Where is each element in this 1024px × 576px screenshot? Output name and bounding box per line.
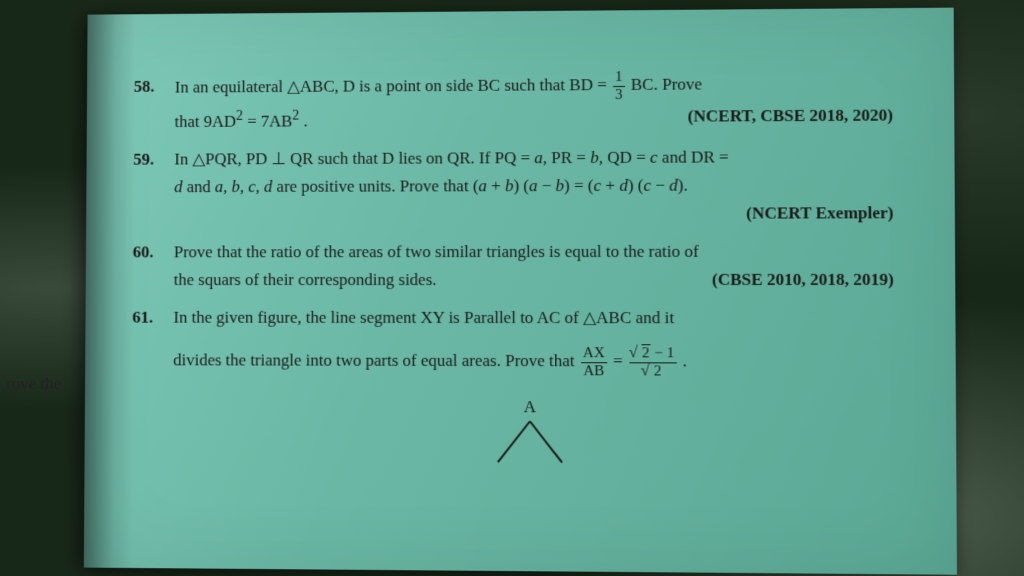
var: b bbox=[556, 176, 565, 195]
problem-number: 58. bbox=[134, 73, 155, 101]
op: − bbox=[538, 176, 556, 195]
var: a bbox=[478, 176, 486, 195]
fraction: AX AB bbox=[581, 346, 607, 379]
textbook-page: 58. In an equilateral △ABC, D is a point… bbox=[84, 8, 957, 575]
var: c bbox=[594, 176, 602, 195]
superscript: 2 bbox=[292, 108, 299, 124]
margin-cutoff-text: rove the bbox=[6, 374, 61, 394]
problem-text: = 7AB bbox=[247, 111, 292, 130]
op: + bbox=[487, 176, 505, 195]
tail: − 1 bbox=[651, 345, 675, 361]
var: b bbox=[590, 148, 599, 167]
problem-number: 61. bbox=[132, 304, 153, 332]
op: − bbox=[651, 175, 669, 194]
problem-text: In an equilateral △ABC, D is a point on … bbox=[175, 76, 611, 97]
fraction-denominator: AB bbox=[581, 363, 607, 379]
op: ) = ( bbox=[564, 176, 593, 195]
equals: = bbox=[613, 352, 623, 371]
page-spine-shadow bbox=[84, 14, 136, 568]
problem-58: 58. In an equilateral △ABC, D is a point… bbox=[174, 68, 893, 135]
fraction-numerator: 2 − 1 bbox=[629, 346, 676, 363]
problem-60: 60. Prove that the ratio of the areas of… bbox=[174, 237, 894, 294]
fraction-denominator: 2 bbox=[629, 363, 676, 379]
fraction: 2 − 1 2 bbox=[629, 346, 676, 379]
superscript: 2 bbox=[236, 108, 243, 124]
sqrt-icon: 2 bbox=[643, 364, 663, 379]
radicand: 2 bbox=[641, 344, 651, 361]
fraction: 1 3 bbox=[613, 70, 625, 103]
problem-text: In △PQR, PD ⊥ QR such that D lies on QR.… bbox=[174, 148, 534, 168]
source-citation: (NCERT Exempler) bbox=[746, 199, 893, 228]
problem-text: In the given figure, the line segment XY… bbox=[173, 308, 674, 327]
problem-text: BC. Prove bbox=[631, 75, 702, 94]
triangle-shape bbox=[498, 421, 562, 461]
source-citation: (NCERT, CBSE 2018, 2020) bbox=[688, 101, 893, 130]
triangle-wrap: A bbox=[498, 397, 562, 462]
source-citation: (CBSE 2010, 2018, 2019) bbox=[712, 266, 894, 294]
triangle-diagram: A bbox=[173, 396, 895, 463]
fraction-denominator: 3 bbox=[613, 87, 625, 103]
fraction-numerator: 1 bbox=[613, 70, 625, 87]
problem-59: 59. In △PQR, PD ⊥ QR such that D lies on… bbox=[174, 142, 894, 228]
problem-text: the squars of their corresponding sides. bbox=[174, 270, 437, 289]
apex-label: A bbox=[498, 397, 562, 417]
radicand: 2 bbox=[653, 362, 663, 379]
var: c bbox=[643, 176, 651, 195]
problem-text: divides the triangle into two parts of e… bbox=[173, 351, 579, 371]
problem-text: and DR = bbox=[658, 147, 729, 166]
problem-text: , QD = bbox=[599, 147, 650, 166]
problem-text: . bbox=[683, 352, 687, 371]
var: d bbox=[174, 177, 182, 196]
var-list: a, b, c, d bbox=[215, 177, 273, 196]
var: a bbox=[534, 148, 542, 167]
problem-number: 60. bbox=[133, 238, 154, 266]
problem-61: 61. In the given figure, the line segmen… bbox=[173, 304, 894, 380]
op: ) ( bbox=[513, 176, 529, 195]
op: ). bbox=[678, 175, 688, 194]
problem-text: , PR = bbox=[543, 148, 590, 167]
op: ) ( bbox=[628, 176, 644, 195]
problem-text: that 9AD bbox=[175, 112, 237, 131]
problem-number: 59. bbox=[133, 146, 154, 174]
problem-text: . bbox=[303, 111, 307, 130]
fraction-numerator: AX bbox=[581, 346, 607, 363]
problem-text: Prove that the ratio of the areas of two… bbox=[174, 242, 699, 262]
var: d bbox=[619, 176, 628, 195]
sqrt-icon: 2 bbox=[631, 346, 651, 361]
problem-text: and bbox=[182, 177, 214, 196]
problem-text: are positive units. Prove that ( bbox=[272, 176, 478, 195]
op: + bbox=[601, 176, 619, 195]
